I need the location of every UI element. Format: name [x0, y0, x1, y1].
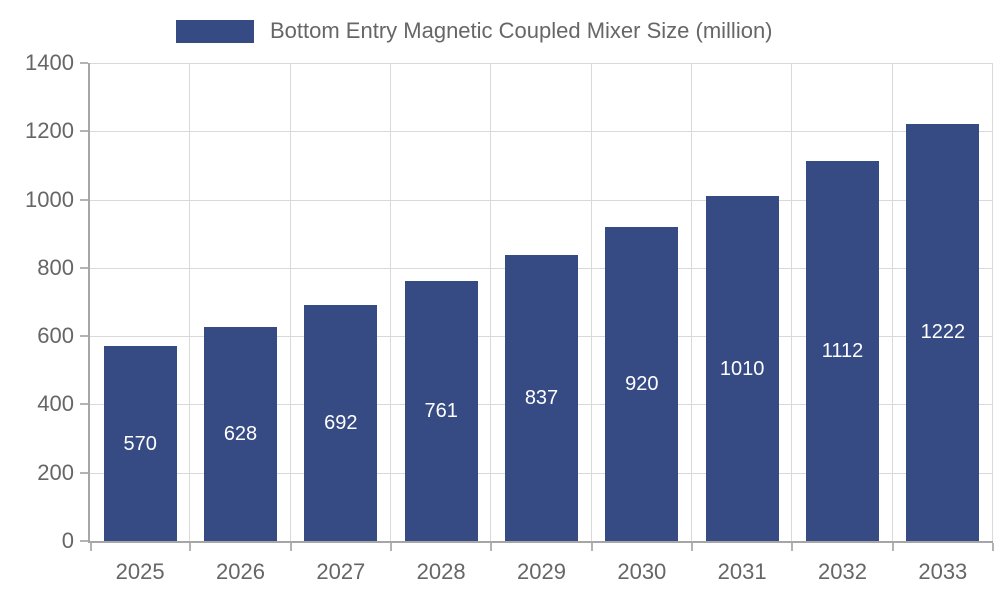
x-axis-tick	[90, 543, 92, 551]
bar-value-label: 692	[324, 411, 358, 434]
y-axis-label: 200	[37, 459, 74, 485]
y-axis-tick	[80, 403, 88, 406]
y-axis-label: 800	[37, 254, 74, 280]
gridline-vertical	[691, 63, 692, 541]
gridline-horizontal	[90, 131, 993, 133]
bar-value-label: 920	[625, 372, 659, 395]
bar-value-label: 628	[223, 422, 258, 445]
x-axis-tick	[189, 543, 192, 551]
x-axis-label: 2030	[617, 559, 667, 584]
x-axis-tick	[590, 543, 593, 551]
legend-swatch	[176, 19, 254, 43]
bar[interactable]: 628	[204, 326, 277, 541]
x-axis-label: 2026	[216, 559, 265, 584]
gridline-vertical	[289, 63, 291, 541]
bar[interactable]: 1010	[705, 196, 779, 541]
x-axis-label: 2031	[717, 559, 767, 584]
x-axis-label: 2029	[517, 559, 566, 584]
x-axis-tick	[691, 543, 693, 551]
x-axis-tick	[791, 543, 794, 551]
gridline-vertical	[590, 63, 592, 541]
x-axis-tick	[891, 543, 894, 551]
y-axis-label: 1400	[25, 50, 74, 75]
y-axis-label: 400	[37, 391, 74, 417]
gridline-horizontal	[90, 63, 993, 64]
bar[interactable]: 1222	[906, 123, 980, 541]
y-axis-tick	[80, 540, 88, 542]
bar-value-label: 570	[123, 432, 157, 455]
bar-value-label: 761	[424, 400, 458, 423]
bar-value-label: 1010	[719, 357, 765, 380]
gridline-vertical	[992, 63, 993, 541]
gridline-vertical	[891, 63, 893, 541]
y-axis-tick	[80, 335, 88, 338]
y-axis-label: 600	[37, 323, 74, 349]
gridline-vertical	[189, 63, 191, 541]
x-axis-label: 2027	[316, 559, 366, 584]
gridline-vertical	[490, 63, 492, 541]
gridline-horizontal	[90, 199, 993, 201]
plot-area: 0 200 400 600 800 1000 1200 1400 2025 570 2026 628 2…	[25, 51, 994, 584]
x-axis-label: 2033	[918, 559, 968, 584]
y-axis-tick	[80, 62, 88, 64]
y-axis-tick	[80, 198, 88, 201]
x-axis-tick	[390, 543, 392, 551]
bar[interactable]: 761	[404, 281, 478, 541]
bar[interactable]: 1112	[806, 161, 879, 541]
bar-value-label: 837	[524, 387, 559, 410]
y-axis-tick	[80, 130, 88, 133]
y-axis-label: 1000	[25, 186, 74, 212]
gridline-vertical	[791, 63, 793, 541]
bar-value-label: 1222	[920, 321, 966, 344]
legend-label: Bottom Entry Magnetic Coupled Mixer Size…	[270, 18, 773, 43]
bar-value-label: 1112	[821, 340, 864, 363]
x-axis-tick	[992, 543, 994, 551]
x-axis-label: 2028	[416, 559, 466, 584]
bar[interactable]: 692	[304, 304, 378, 541]
y-axis-label: 0	[61, 528, 74, 553]
x-axis-label: 2032	[818, 559, 867, 584]
bar[interactable]: 837	[505, 255, 578, 541]
x-axis-tick	[289, 543, 292, 551]
bar[interactable]: 570	[103, 346, 177, 541]
y-axis-tick	[80, 266, 88, 269]
y-axis-label: 1200	[25, 118, 74, 144]
x-axis-label: 2025	[115, 559, 165, 584]
bar[interactable]: 920	[605, 226, 679, 541]
gridline-vertical	[390, 63, 391, 541]
y-axis-tick	[80, 471, 88, 474]
x-axis-tick	[490, 543, 493, 551]
legend-item[interactable]: Bottom Entry Magnetic Coupled Mixer Size…	[176, 18, 773, 44]
